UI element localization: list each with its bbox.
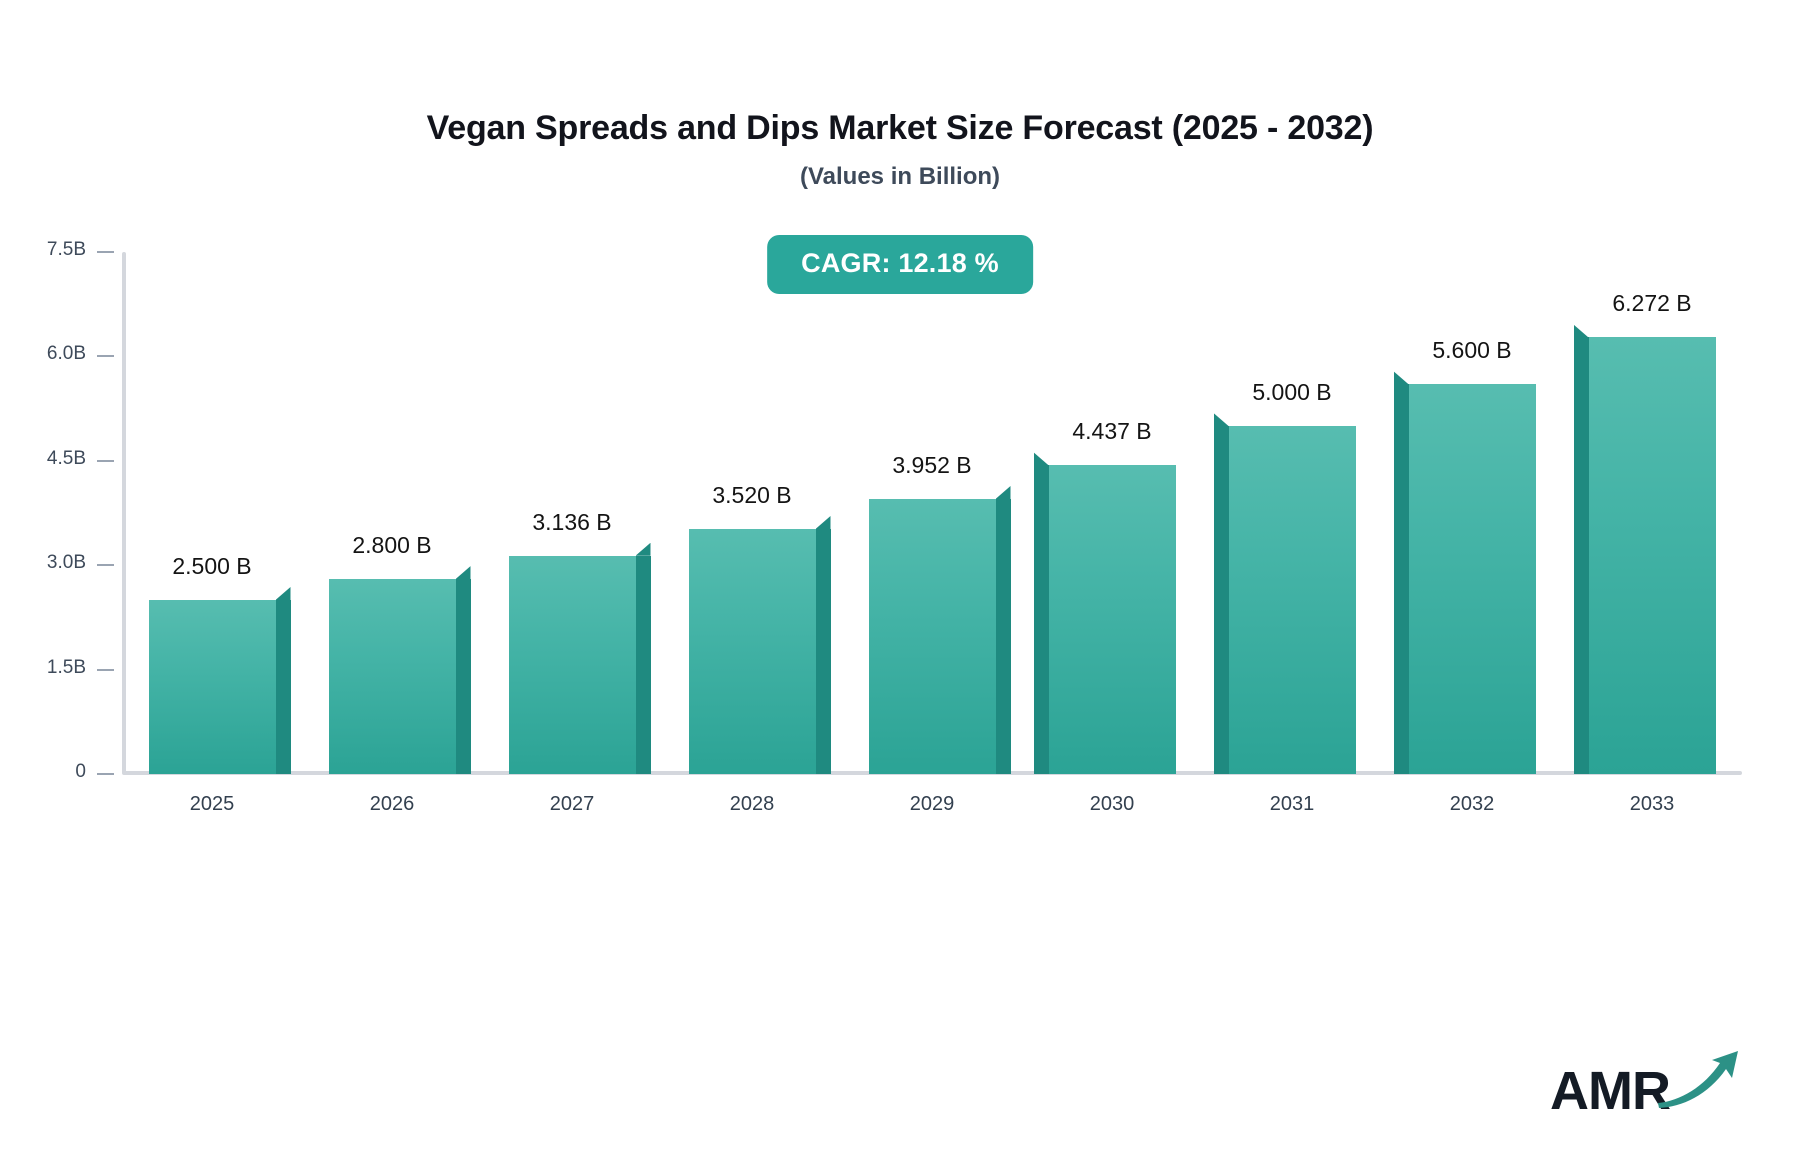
chart-subtitle: (Values in Billion) [799,162,1001,190]
bar-front-face [1408,384,1536,774]
bar-value-label: 5.600 B [1432,337,1512,364]
bar-front-face [148,600,276,774]
y-axis-tick-mark [97,773,114,775]
bar-front-face [1588,337,1716,774]
bar-front-face [328,579,456,774]
bar-column[interactable]: 6.272 B [1573,252,1716,774]
y-axis-tick-label: 3.0B [46,552,86,574]
bar-front-face [688,529,816,774]
bar-value-label: 2.800 B [352,532,432,559]
y-axis-tick-mark [97,251,114,253]
bar-front-face [508,555,636,774]
bar-top-face [995,485,1011,499]
y-axis-tick-label: 0 [75,761,86,782]
bar-side-face [1213,426,1229,774]
bar-value-label: 3.520 B [712,482,792,509]
bar-column[interactable]: 2.800 B [328,252,471,774]
bar-side-face [995,498,1011,774]
bar-top-face [1393,371,1409,385]
y-axis-tick-mark [97,355,114,358]
y-axis-tick-mark [97,459,114,462]
bar-column[interactable]: 5.600 B [1393,252,1536,774]
x-axis-label: 2025 [189,793,235,815]
x-axis-label: 2029 [909,793,955,815]
bar-value-label: 3.952 B [892,451,972,478]
x-axis-label: 2028 [729,793,775,815]
bar-top-face [455,566,471,580]
amr-logo-text: AMR [1550,1061,1671,1121]
bar-top-face [635,542,651,556]
bar-side-face [275,600,291,774]
bar-column[interactable]: 3.136 B [508,252,651,774]
bar-side-face [1033,465,1049,774]
bar-side-face [815,529,831,774]
x-axis-label: 2033 [1629,793,1675,815]
bar-side-face [455,579,471,774]
x-axis-label: 2027 [549,793,595,815]
bar-side-face [635,555,651,774]
bar-value-label: 2.500 B [172,553,252,579]
x-axis-label: 2031 [1269,793,1315,815]
y-axis-tick-label: 7.5B [46,239,86,260]
bar-column[interactable]: 4.437 B [1033,252,1176,774]
bar-front-face [1228,426,1356,774]
bar-top-face [1033,452,1049,466]
x-axis-label: 2030 [1089,793,1135,815]
bar-column[interactable]: 5.000 B [1213,252,1356,774]
bar-value-label: 3.136 B [532,508,612,535]
title-block: Vegan Spreads and Dips Market Size Forec… [0,108,1800,191]
y-axis-tick-label: 4.5B [46,447,86,469]
bar-top-face [1573,324,1589,338]
x-axis-label: 2032 [1449,793,1495,815]
bar-top-face [815,516,831,530]
amr-logo: AMR [1550,1047,1742,1118]
y-axis-line [122,252,126,774]
bar-column[interactable]: 3.520 B [688,252,831,774]
y-axis-tick-label: 1.5B [46,656,86,678]
x-axis-label: 2026 [369,793,415,815]
bar-value-label: 4.437 B [1072,418,1152,445]
y-axis-tick-label: 6.0B [46,343,86,365]
bar-side-face [1573,337,1589,774]
growth-arrow-icon [1654,1047,1742,1114]
cagr-badge: CAGR: 12.18 % [767,235,1033,294]
bar-front-face [1048,465,1176,774]
bar-top-face [275,587,291,600]
chart-title: Vegan Spreads and Dips Market Size Forec… [426,109,1374,147]
bar-front-face [868,498,996,774]
bar-side-face [1393,384,1409,774]
bar-value-label: 5.000 B [1252,379,1332,405]
bar-series: 2.500 B 2.800 B 3.136 B 3.520 B 3.952 B 4.437… [122,252,1742,774]
y-axis-tick-mark [97,668,114,671]
bar-top-face [1213,413,1229,426]
bar-column[interactable]: 2.500 B [148,252,291,774]
y-axis-tick-mark [97,564,114,567]
bar-column[interactable]: 3.952 B [868,252,1011,774]
bar-value-label: 6.272 B [1612,290,1692,317]
